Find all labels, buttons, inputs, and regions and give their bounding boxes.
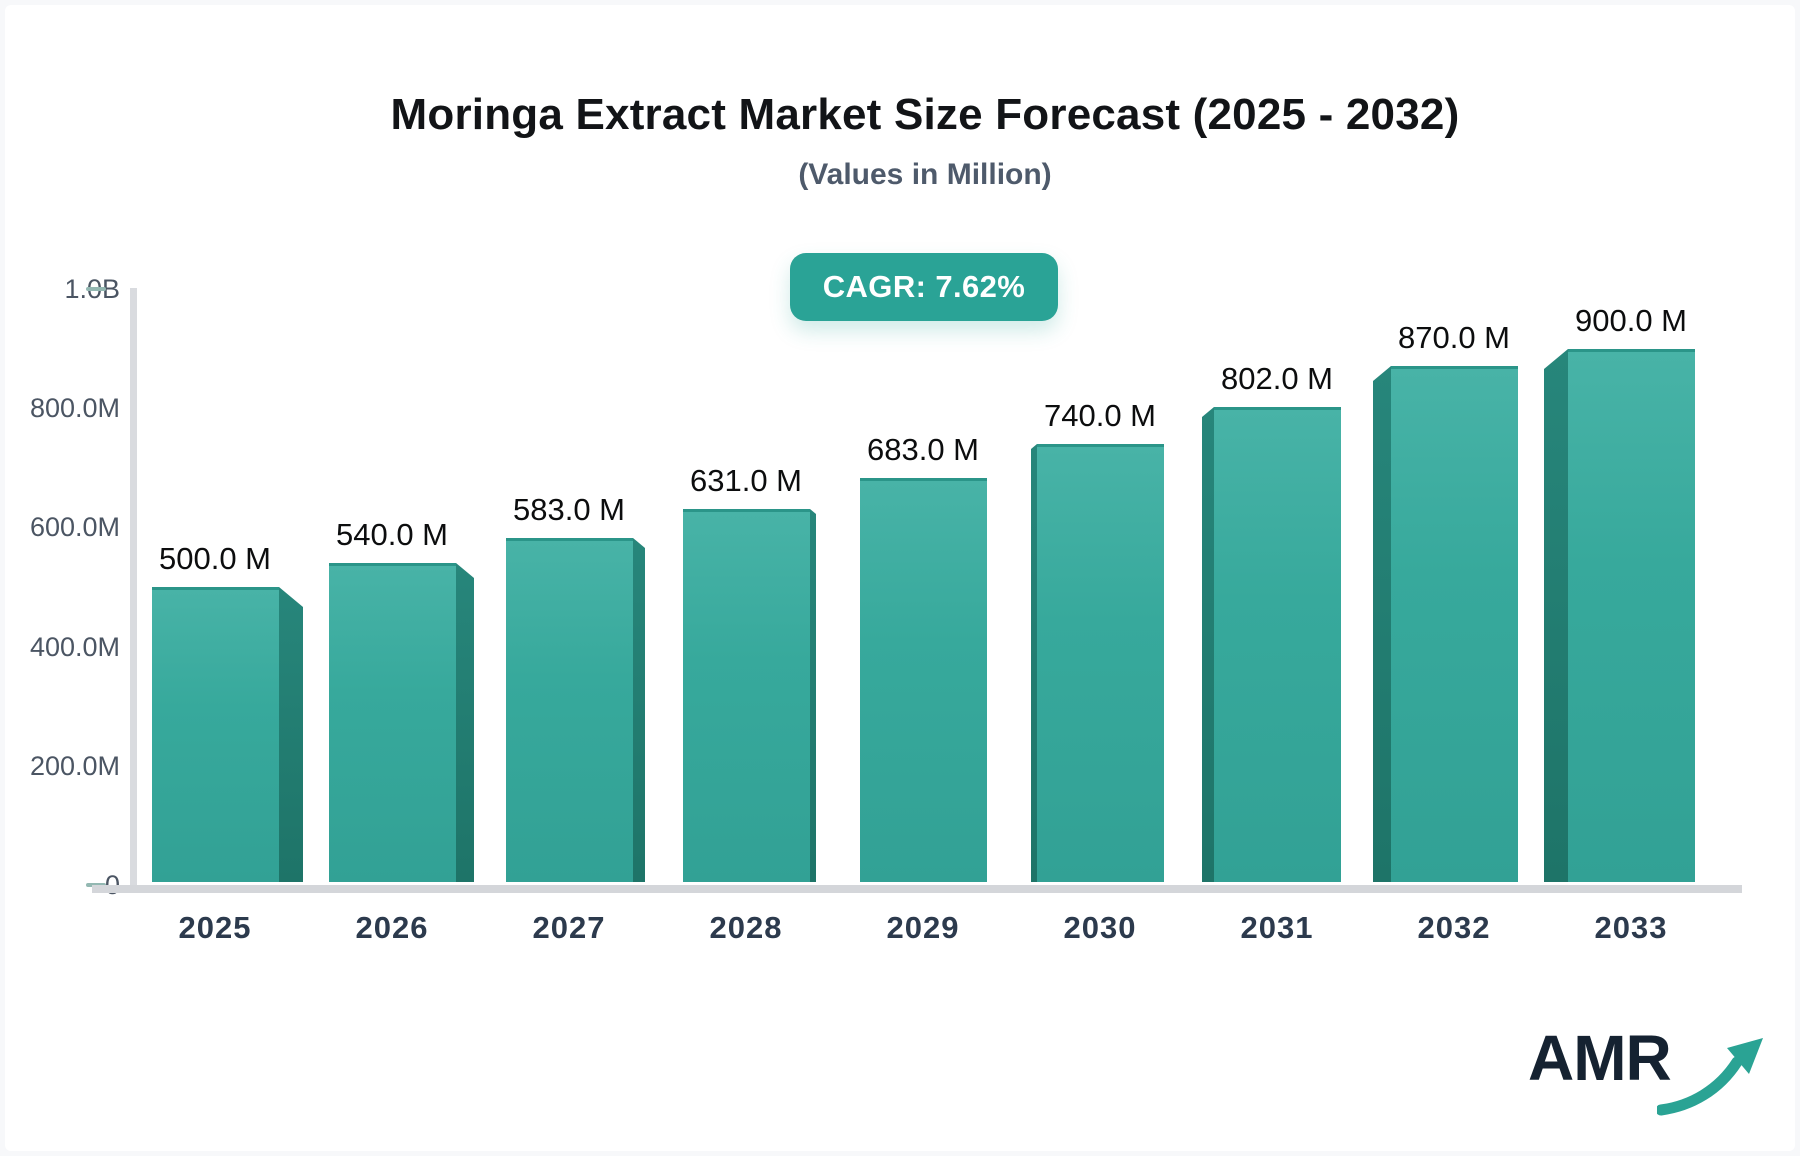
x-tick-label-2029: 2029 [886,910,960,945]
bar-side-panel [456,563,474,882]
bar-2029 [860,478,987,882]
x-axis-line [92,885,1742,893]
bar-2025 [152,587,303,882]
y-tick-dash [86,287,106,291]
bar-2031 [1202,407,1341,882]
x-tick-label-2030: 2030 [1063,910,1137,945]
bar-value-label: 900.0 M [1574,303,1687,338]
cagr-badge: CAGR: 7.62% [790,253,1058,321]
chart-title: Moringa Extract Market Size Forecast (20… [390,90,1460,139]
bar-side-panel [279,587,303,882]
amr-logo: AMR [1528,1026,1783,1118]
y-tick-label: 400.0M [29,631,120,662]
x-tick-label-2031: 2031 [1240,910,1314,945]
bar-2026 [329,563,474,882]
bar-2027 [506,538,645,882]
bar-value-label: 683.0 M [866,432,979,467]
x-tick-label-2033: 2033 [1594,910,1668,945]
bar-side-panel [1544,349,1568,882]
y-tick-label: 600.0M [29,512,120,543]
bar-2033 [1544,349,1695,882]
x-tick-label-2028: 2028 [709,910,783,945]
y-tick-label: 200.0M [29,750,120,781]
chart-subtitle: (Values in Million) [798,158,1052,191]
bar-2032 [1373,366,1518,882]
y-axis-line [130,288,137,893]
y-tick-label: 800.0M [29,393,120,424]
x-tick-label-2027: 2027 [532,910,606,945]
chart-header: Moringa Extract Market Size Forecast (20… [110,90,1740,192]
bar-side-panel [1031,444,1037,882]
amr-logo-text: AMR [1528,1022,1672,1094]
bar-value-label: 583.0 M [512,492,625,527]
x-tick-label-2032: 2032 [1417,910,1491,945]
bar-value-label: 802.0 M [1220,361,1333,396]
bar-side-panel [1202,407,1214,882]
bar-2030 [1031,444,1164,882]
x-tick-label-2026: 2026 [355,910,429,945]
bar-side-panel [1373,366,1391,882]
bar-value-label: 500.0 M [158,541,271,576]
x-tick-label-2025: 2025 [178,910,252,945]
bar-value-label: 631.0 M [689,463,802,498]
bar-side-panel [810,509,816,882]
bar-side-panel [633,538,645,882]
bar-value-label: 540.0 M [335,517,448,552]
bar-2028 [683,509,816,882]
growth-arrow-icon [1656,1038,1763,1116]
bar-value-label: 740.0 M [1043,398,1156,433]
bar-value-label: 870.0 M [1397,320,1510,355]
cagr-badge-label: CAGR: 7.62% [822,269,1026,304]
